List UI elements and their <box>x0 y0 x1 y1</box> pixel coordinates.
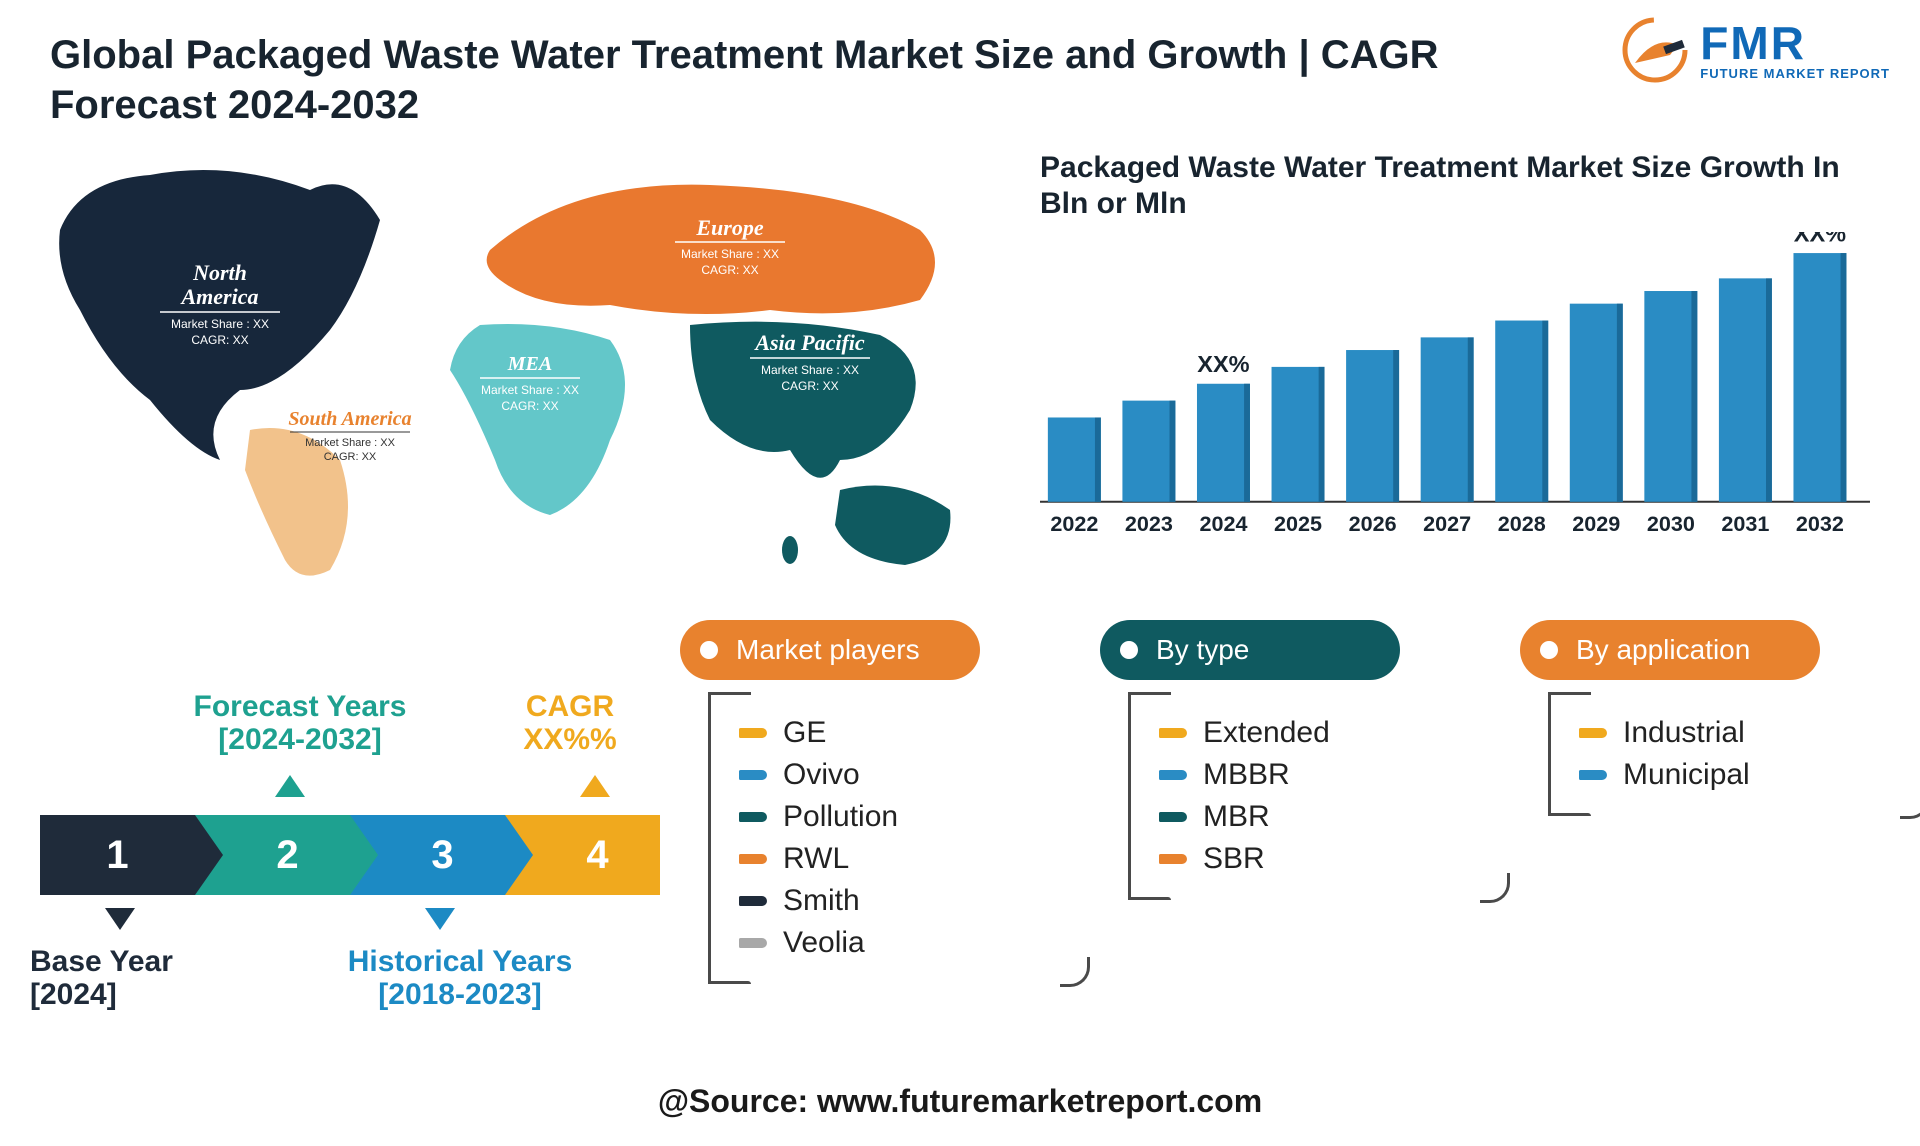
svg-text:2024: 2024 <box>1199 511 1247 536</box>
svg-text:2028: 2028 <box>1498 511 1546 536</box>
tick-icon <box>1159 770 1187 780</box>
list-item-label: Municipal <box>1623 758 1750 792</box>
callout-base: Base Year [2024] <box>30 945 230 1011</box>
list-item-label: RWL <box>783 842 849 876</box>
list-item: MBBR <box>1159 754 1490 796</box>
svg-text:XX%: XX% <box>1794 232 1846 246</box>
svg-text:North: North <box>192 260 247 285</box>
pill-label: Market players <box>736 634 920 666</box>
bar-chart: Packaged Waste Water Treatment Market Si… <box>1040 150 1870 590</box>
svg-text:2027: 2027 <box>1423 511 1471 536</box>
svg-text:XX%: XX% <box>1197 351 1249 377</box>
svg-text:South America: South America <box>288 408 411 430</box>
callout-hist: Historical Years [2018-2023] <box>320 945 600 1011</box>
tick-icon <box>739 938 767 948</box>
panel-by-type: By type Extended MBBR MBR SBR <box>1100 620 1490 900</box>
arrow-cagr-icon <box>580 775 610 797</box>
tick-icon <box>1159 854 1187 864</box>
pill-dot-icon <box>700 641 718 659</box>
page-title: Global Packaged Waste Water Treatment Ma… <box>50 30 1610 130</box>
svg-text:Market Share : XX: Market Share : XX <box>681 247 779 261</box>
list-item: RWL <box>739 838 1070 880</box>
svg-text:CAGR: XX: CAGR: XX <box>701 263 758 277</box>
region-australia <box>835 486 950 566</box>
pill-by-type: By type <box>1100 620 1400 680</box>
tick-icon <box>739 770 767 780</box>
pill-market-players: Market players <box>680 620 980 680</box>
svg-text:CAGR: XX: CAGR: XX <box>781 379 838 393</box>
svg-text:CAGR: XX: CAGR: XX <box>191 333 248 347</box>
world-map: North America Market Share : XX CAGR: XX… <box>50 160 990 590</box>
arrow-base-icon <box>105 908 135 930</box>
tick-icon <box>1579 728 1607 738</box>
list-item-label: GE <box>783 716 826 750</box>
list-item-label: Smith <box>783 884 860 918</box>
list-item-label: Pollution <box>783 800 898 834</box>
tick-icon <box>1159 728 1187 738</box>
svg-text:CAGR: XX: CAGR: XX <box>324 451 377 463</box>
timeline: Forecast Years [2024-2032] CAGR XX%% 1 2… <box>30 640 660 1050</box>
tick-icon <box>1579 770 1607 780</box>
list-item: Extended <box>1159 712 1490 754</box>
svg-text:2025: 2025 <box>1274 511 1322 536</box>
svg-text:Market Share : XX: Market Share : XX <box>305 437 396 449</box>
logo-text-sub: FUTURE MARKET REPORT <box>1700 66 1890 81</box>
svg-text:Market Share : XX: Market Share : XX <box>761 363 859 377</box>
tick-icon <box>739 896 767 906</box>
list-item-label: Veolia <box>783 926 865 960</box>
pill-by-application: By application <box>1520 620 1820 680</box>
logo-icon <box>1620 15 1690 85</box>
list-item-label: MBBR <box>1203 758 1290 792</box>
list-item-label: MBR <box>1203 800 1270 834</box>
list-item: MBR <box>1159 796 1490 838</box>
svg-text:CAGR: XX: CAGR: XX <box>501 399 558 413</box>
list-item: Smith <box>739 880 1070 922</box>
tick-icon <box>739 728 767 738</box>
tick-icon <box>739 812 767 822</box>
svg-text:2030: 2030 <box>1647 511 1695 536</box>
chart-title: Packaged Waste Water Treatment Market Si… <box>1040 150 1870 222</box>
callout-cagr: CAGR XX%% <box>490 690 650 756</box>
tick-icon <box>1159 812 1187 822</box>
svg-text:Asia Pacific: Asia Pacific <box>753 330 865 355</box>
list-item: Ovivo <box>739 754 1070 796</box>
svg-text:Market Share : XX: Market Share : XX <box>481 383 579 397</box>
svg-text:2022: 2022 <box>1050 511 1098 536</box>
list-item: Municipal <box>1579 754 1910 796</box>
panel-market-players: Market players GE Ovivo Pollution RWL Smith V… <box>680 620 1070 984</box>
pill-dot-icon <box>1120 641 1138 659</box>
tick-icon <box>739 854 767 864</box>
callout-forecast: Forecast Years [2024-2032] <box>180 690 420 756</box>
list-item-label: Industrial <box>1623 716 1745 750</box>
list-item: SBR <box>1159 838 1490 880</box>
timeline-bar: 1 2 3 4 <box>40 815 660 895</box>
svg-text:2023: 2023 <box>1125 511 1173 536</box>
svg-text:2029: 2029 <box>1572 511 1620 536</box>
list-item: Veolia <box>739 922 1070 964</box>
timeline-seg-1: 1 <box>40 815 195 895</box>
panel-by-application: By application Industrial Municipal <box>1520 620 1910 816</box>
arrow-hist-icon <box>425 908 455 930</box>
list-item: Pollution <box>739 796 1070 838</box>
svg-text:Europe: Europe <box>695 215 763 240</box>
list-item-label: SBR <box>1203 842 1265 876</box>
pill-label: By type <box>1156 634 1249 666</box>
svg-text:MEA: MEA <box>507 353 552 375</box>
list-item: GE <box>739 712 1070 754</box>
svg-text:America: America <box>180 284 259 309</box>
logo-text-main: FMR <box>1700 20 1890 66</box>
source-attribution: @Source: www.futuremarketreport.com <box>0 1083 1920 1120</box>
arrow-forecast-icon <box>275 775 305 797</box>
list-item: Industrial <box>1579 712 1910 754</box>
svg-text:2032: 2032 <box>1796 511 1844 536</box>
svg-text:2031: 2031 <box>1721 511 1769 536</box>
svg-text:2026: 2026 <box>1349 511 1397 536</box>
list-item-label: Ovivo <box>783 758 860 792</box>
brand-logo: FMR FUTURE MARKET REPORT <box>1620 15 1890 85</box>
pill-dot-icon <box>1540 641 1558 659</box>
pill-label: By application <box>1576 634 1750 666</box>
list-item-label: Extended <box>1203 716 1330 750</box>
svg-text:Market Share : XX: Market Share : XX <box>171 317 269 331</box>
